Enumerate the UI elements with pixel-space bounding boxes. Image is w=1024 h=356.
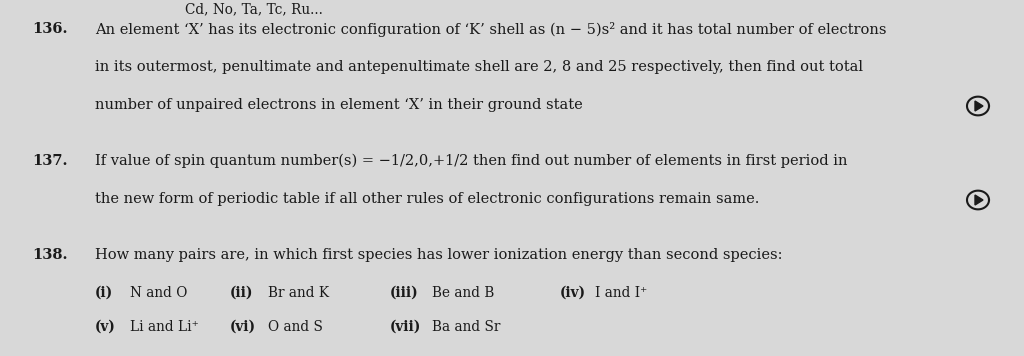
Text: (vii): (vii) <box>390 320 421 334</box>
Text: If value of spin quantum number(s) = −1/2,0,+1/2 then find out number of element: If value of spin quantum number(s) = −1/… <box>95 154 848 168</box>
Text: Ba and Sr: Ba and Sr <box>432 320 501 334</box>
Text: (iv): (iv) <box>560 286 586 300</box>
Polygon shape <box>975 195 983 205</box>
Text: 138.: 138. <box>32 248 68 262</box>
Text: I and I⁺: I and I⁺ <box>595 286 647 300</box>
Text: Br and K: Br and K <box>268 286 329 300</box>
Text: Cd, No, Ta, Tc, Ru...: Cd, No, Ta, Tc, Ru... <box>185 2 323 16</box>
Text: (v): (v) <box>95 320 116 334</box>
Text: (i): (i) <box>95 286 113 300</box>
Text: (iii): (iii) <box>390 286 419 300</box>
Polygon shape <box>975 101 983 111</box>
Text: (vi): (vi) <box>230 320 256 334</box>
Text: 136.: 136. <box>32 22 68 36</box>
Text: O and S: O and S <box>268 320 323 334</box>
Text: 137.: 137. <box>32 154 68 168</box>
Text: (ii): (ii) <box>230 286 253 300</box>
Text: N and O: N and O <box>130 286 187 300</box>
Text: How many pairs are, in which first species has lower ionization energy than seco: How many pairs are, in which first speci… <box>95 248 782 262</box>
Text: in its outermost, penultimate and antepenultimate shell are 2, 8 and 25 respecti: in its outermost, penultimate and antepe… <box>95 60 863 74</box>
Text: An element ‘X’ has its electronic configuration of ‘K’ shell as (n − 5)s² and it: An element ‘X’ has its electronic config… <box>95 22 887 37</box>
Text: Li and Li⁺: Li and Li⁺ <box>130 320 199 334</box>
Text: number of unpaired electrons in element ‘X’ in their ground state: number of unpaired electrons in element … <box>95 98 583 112</box>
Text: Be and B: Be and B <box>432 286 495 300</box>
Text: the new form of periodic table if all other rules of electronic configurations r: the new form of periodic table if all ot… <box>95 192 760 206</box>
